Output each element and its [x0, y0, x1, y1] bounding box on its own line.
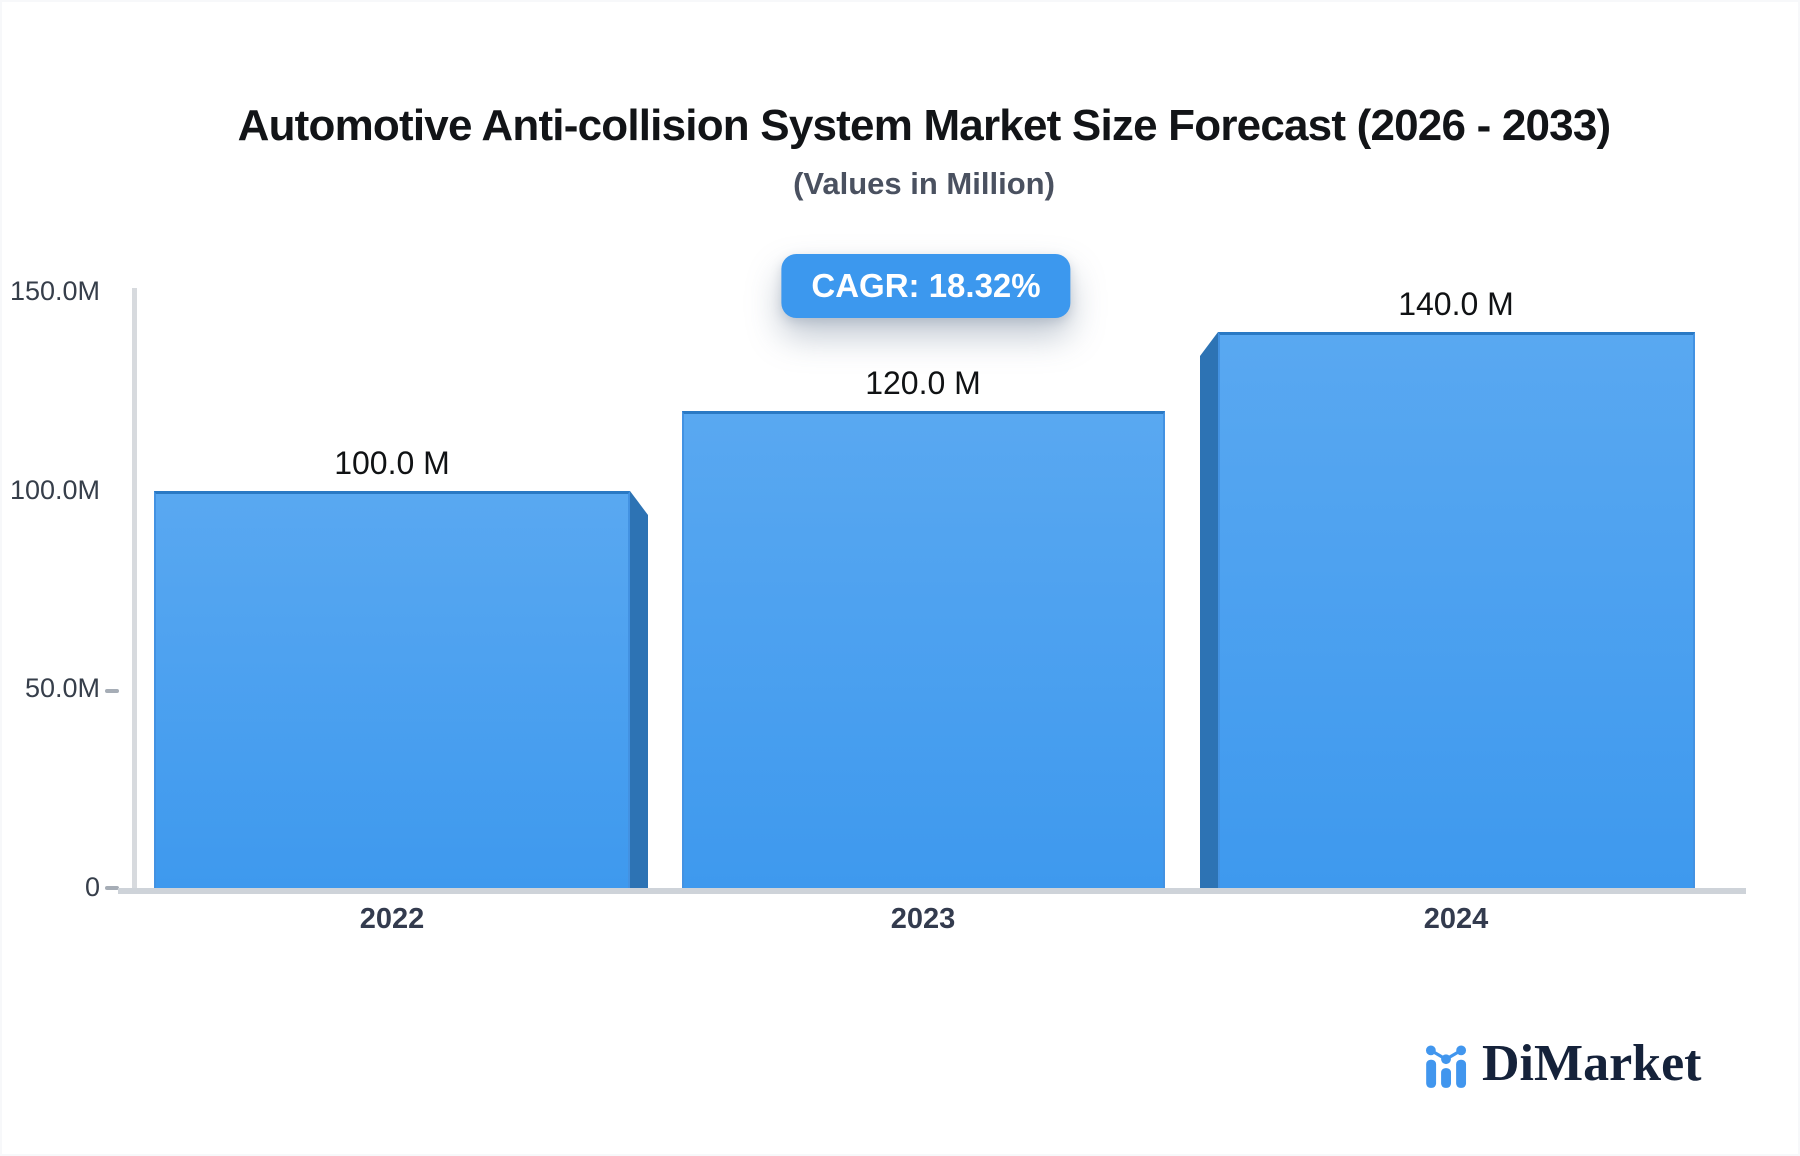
chart-subtitle: (Values in Million): [793, 166, 1055, 202]
bar-2024-3d-side: [1200, 332, 1218, 888]
bar-2023-body[interactable]: [682, 411, 1165, 888]
dimarket-logo-icon: [1422, 1042, 1470, 1090]
bar-value-label-2022: 100.0 M: [334, 445, 450, 481]
x-axis-line: [118, 888, 1746, 894]
bar-2022-body[interactable]: [154, 491, 630, 888]
bar-value-label-2023: 120.0 M: [865, 365, 981, 401]
bar-2022-3d-side: [630, 491, 648, 888]
chart-header: Automotive Anti-collision System Market …: [26, 101, 1798, 202]
plot-area: 100.0 M 120.0 M 140.0 M: [118, 286, 1746, 894]
y-axis-line: [132, 288, 137, 890]
y-axis-tick-50m: 50.0M: [24, 673, 100, 703]
tick-mark-50m: [105, 689, 119, 693]
bar-2024[interactable]: 140.0 M: [1200, 286, 1695, 888]
x-axis-label-2024: 2024: [1423, 903, 1489, 935]
bar-2023[interactable]: 120.0 M: [682, 365, 1165, 888]
y-axis-tick-0: 0: [84, 872, 100, 902]
dimarket-logo[interactable]: DiMarket: [1422, 1038, 1701, 1090]
bar-value-label-2024: 140.0 M: [1398, 286, 1514, 322]
bar-2022[interactable]: 100.0 M: [154, 445, 648, 888]
cagr-badge: CAGR: 18.32%: [781, 254, 1071, 318]
x-axis-label-2022: 2022: [359, 903, 425, 935]
x-axis-label-2023: 2023: [890, 903, 956, 935]
bar-2024-body[interactable]: [1218, 332, 1695, 888]
tick-mark-0: [105, 886, 119, 890]
dimarket-logo-text: DiMarket: [1482, 1035, 1702, 1092]
y-axis-tick-100m: 100.0M: [9, 475, 100, 505]
chart-title: Automotive Anti-collision System Market …: [237, 101, 1612, 150]
y-axis-tick-150m: 150.0M: [9, 276, 100, 306]
